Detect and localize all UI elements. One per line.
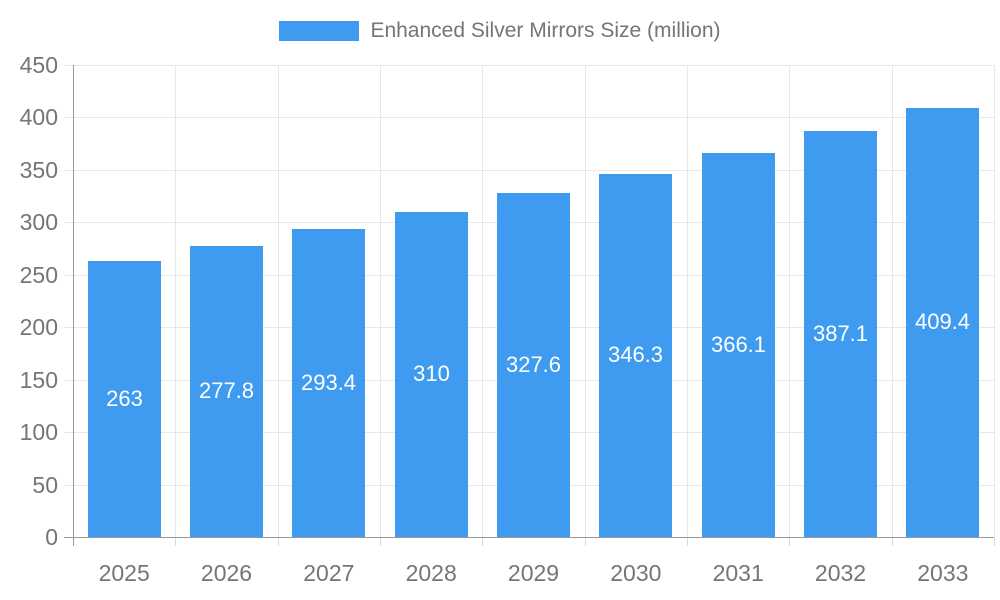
y-axis-tick bbox=[64, 327, 73, 329]
y-axis-tick bbox=[64, 484, 73, 486]
x-axis-tick-label: 2025 bbox=[98, 560, 150, 586]
x-axis-tick bbox=[175, 538, 177, 546]
y-axis-tick-label: 100 bbox=[19, 419, 58, 446]
x-axis-tick-label: 2027 bbox=[303, 560, 355, 586]
bar-value-label: 293.4 bbox=[300, 370, 357, 396]
y-axis-tick-label: 450 bbox=[19, 52, 58, 78]
x-axis-tick bbox=[687, 538, 688, 546]
bar[interactable]: 346.3 bbox=[599, 173, 672, 537]
y-axis-tick-label: 50 bbox=[32, 471, 58, 498]
x-axis-tick bbox=[380, 538, 381, 546]
y-axis-tick bbox=[64, 117, 73, 119]
bar-value-label: 263 bbox=[106, 386, 143, 412]
y-axis-tick-label: 0 bbox=[45, 524, 58, 550]
h-gridline bbox=[73, 169, 994, 171]
x-axis-tick-label: 2030 bbox=[610, 560, 662, 586]
y-axis-tick-label: 400 bbox=[19, 104, 58, 131]
v-gridline bbox=[789, 65, 791, 537]
y-axis-tick bbox=[64, 432, 73, 434]
x-axis-tick bbox=[891, 538, 893, 546]
h-gridline bbox=[73, 65, 994, 66]
v-gridline bbox=[175, 65, 177, 537]
bar-value-label: 277.8 bbox=[198, 378, 255, 404]
bar[interactable]: 387.1 bbox=[804, 130, 877, 537]
y-axis-tick-label: 150 bbox=[19, 366, 58, 393]
y-axis-tick bbox=[64, 65, 73, 66]
bar-value-label: 409.4 bbox=[914, 309, 971, 335]
x-axis-tick-label: 2032 bbox=[814, 560, 867, 586]
x-axis-tick bbox=[994, 538, 995, 546]
bar[interactable]: 327.6 bbox=[497, 193, 570, 537]
x-axis-tick-label: 2031 bbox=[712, 560, 764, 586]
y-axis-tick-label: 300 bbox=[19, 209, 58, 236]
bar[interactable]: 263 bbox=[88, 261, 161, 537]
y-axis-tick bbox=[64, 274, 73, 276]
x-axis-tick-label: 2026 bbox=[200, 560, 253, 586]
bar[interactable]: 366.1 bbox=[702, 153, 775, 537]
bar[interactable]: 310 bbox=[395, 211, 468, 537]
chart-legend[interactable]: Enhanced Silver Mirrors Size (million) bbox=[0, 19, 1000, 43]
v-gridline bbox=[482, 65, 484, 537]
x-axis-tick bbox=[789, 538, 791, 546]
y-axis-tick bbox=[64, 379, 73, 381]
bar-value-label: 327.6 bbox=[505, 352, 562, 378]
bar-value-label: 387.1 bbox=[812, 320, 869, 346]
y-axis-tick-label: 350 bbox=[19, 156, 58, 183]
y-axis-tick bbox=[64, 169, 73, 171]
legend-label[interactable]: Enhanced Silver Mirrors Size (million) bbox=[370, 19, 721, 42]
v-gridline bbox=[687, 65, 688, 537]
x-axis-line bbox=[64, 537, 994, 538]
y-axis-tick bbox=[64, 222, 73, 224]
x-axis-tick-label: 2029 bbox=[507, 560, 560, 586]
bar[interactable]: 293.4 bbox=[292, 229, 365, 537]
x-axis-tick-label: 2033 bbox=[917, 560, 969, 586]
bar[interactable]: 277.8 bbox=[190, 245, 263, 537]
bar-value-label: 346.3 bbox=[607, 342, 664, 368]
y-axis-line bbox=[73, 65, 74, 546]
v-gridline bbox=[891, 65, 893, 537]
y-axis-tick-label: 250 bbox=[19, 261, 58, 288]
v-gridline bbox=[380, 65, 381, 537]
legend-swatch[interactable] bbox=[279, 21, 360, 41]
v-gridline bbox=[994, 65, 995, 537]
v-gridline bbox=[277, 65, 279, 537]
bar[interactable]: 409.4 bbox=[906, 107, 979, 537]
bar-value-label: 310 bbox=[413, 361, 450, 387]
x-axis-tick-label: 2028 bbox=[405, 560, 457, 586]
h-gridline bbox=[73, 117, 994, 119]
x-axis-tick bbox=[584, 538, 586, 546]
v-gridline bbox=[584, 65, 586, 537]
x-axis-tick bbox=[482, 538, 484, 546]
x-axis-tick bbox=[277, 538, 279, 546]
y-axis-tick-label: 200 bbox=[19, 314, 58, 341]
bar-value-label: 366.1 bbox=[710, 331, 767, 357]
